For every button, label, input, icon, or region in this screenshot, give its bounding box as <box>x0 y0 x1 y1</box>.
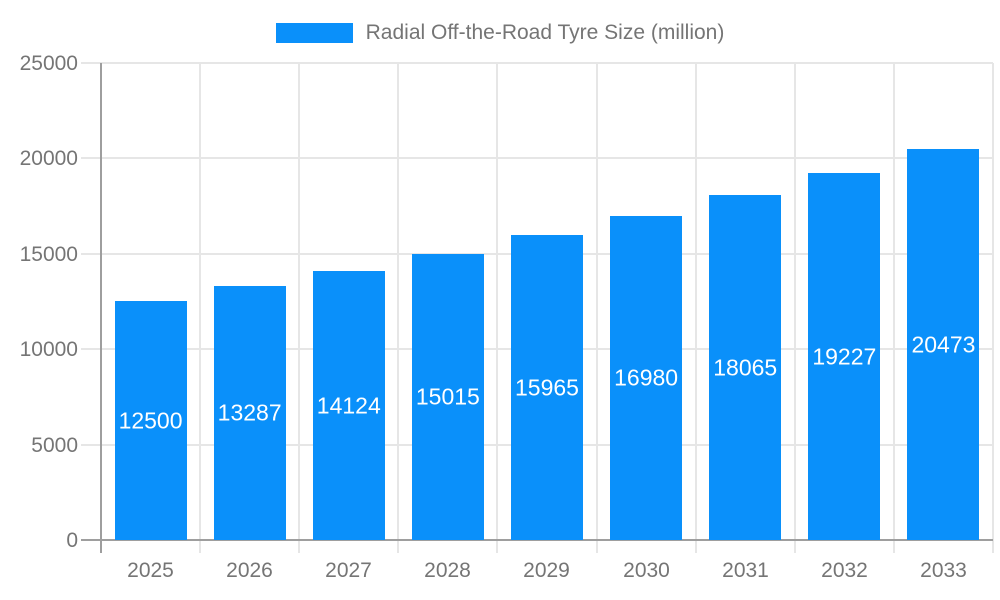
y-gridline <box>81 62 993 64</box>
bar[interactable] <box>709 195 781 540</box>
x-axis-tick-label: 2031 <box>722 559 769 582</box>
x-gridline <box>397 63 399 553</box>
bar[interactable] <box>313 271 385 540</box>
bar[interactable] <box>412 254 484 540</box>
bar-value-label: 15965 <box>515 374 579 400</box>
bar-value-label: 16980 <box>614 364 679 391</box>
bar[interactable] <box>907 149 979 540</box>
x-gridline <box>893 63 895 553</box>
x-axis-tick-label: 2025 <box>127 559 174 582</box>
bar[interactable] <box>511 235 583 540</box>
y-axis-line <box>100 63 102 553</box>
y-axis-tick-label: 15000 <box>19 243 78 266</box>
bar-value-label: 15015 <box>415 383 480 410</box>
x-gridline <box>992 63 994 553</box>
bar[interactable] <box>808 173 880 540</box>
x-axis-tick-label: 2028 <box>424 559 471 582</box>
bar-value-label: 19227 <box>812 343 877 369</box>
bar-value-label: 18065 <box>713 354 778 380</box>
bar-value-label: 14124 <box>316 392 381 418</box>
x-gridline <box>695 63 697 553</box>
y-axis-tick-label: 10000 <box>19 338 78 361</box>
x-axis-tick-label: 2029 <box>523 559 570 582</box>
legend: Radial Off-the-Road Tyre Size (million) <box>0 21 1000 45</box>
bar-value-label: 20473 <box>911 331 976 357</box>
y-gridline <box>81 157 993 159</box>
y-axis-tick-label: 25000 <box>19 52 78 75</box>
x-gridline <box>496 63 498 553</box>
legend-label: Radial Off-the-Road Tyre Size (million) <box>365 21 725 44</box>
x-axis-tick-label: 2026 <box>226 559 273 582</box>
bar[interactable] <box>610 216 682 540</box>
x-axis-tick-label: 2027 <box>325 559 372 582</box>
x-gridline <box>199 63 201 553</box>
y-axis-tick-label: 5000 <box>31 434 78 457</box>
x-gridline <box>794 63 796 553</box>
x-axis-tick-label: 2030 <box>623 559 670 582</box>
bar[interactable] <box>115 301 187 540</box>
x-gridline <box>298 63 300 553</box>
bar-value-label: 12500 <box>118 407 183 433</box>
y-axis-tick-label: 20000 <box>19 147 78 170</box>
x-axis-tick-label: 2032 <box>821 559 868 582</box>
bar[interactable] <box>214 286 286 540</box>
y-axis-tick-label: 0 <box>66 529 78 552</box>
bar-value-label: 13287 <box>217 399 282 426</box>
legend-swatch <box>275 23 353 43</box>
x-axis-baseline <box>81 539 993 541</box>
x-gridline <box>596 63 598 553</box>
x-axis-tick-label: 2033 <box>920 559 967 582</box>
